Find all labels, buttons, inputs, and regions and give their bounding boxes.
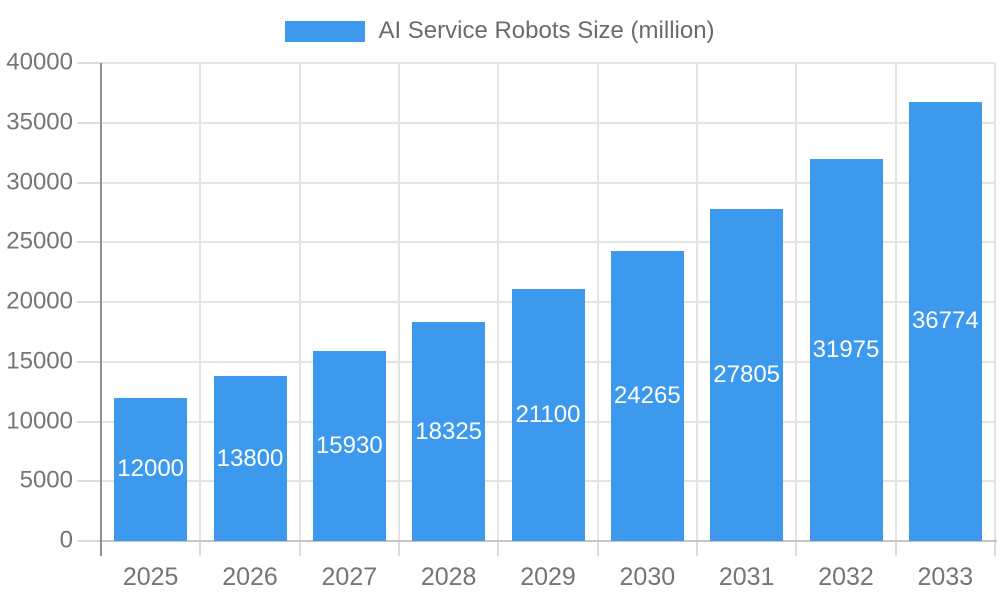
x-axis-label: 2028 [420, 563, 477, 591]
y-axis-tick [77, 121, 101, 124]
y-axis-tick [77, 301, 101, 303]
bar-2025: 12000 [114, 397, 188, 541]
y-axis-label: 5000 [19, 466, 73, 494]
bar-value-label: 21100 [515, 400, 581, 428]
x-axis-tick [795, 541, 798, 556]
x-axis-label: 2031 [718, 563, 775, 591]
x-axis-label: 2027 [321, 563, 378, 591]
bar-2027: 15930 [312, 350, 386, 541]
x-axis-tick [696, 541, 698, 556]
bar-value-label: 15930 [315, 431, 383, 459]
y-axis-label: 35000 [6, 108, 73, 136]
y-axis-label: 25000 [6, 227, 73, 255]
y-gridline [101, 181, 995, 184]
x-gridline [596, 63, 599, 541]
bar-value-label: 13800 [216, 444, 284, 472]
y-axis-tick [77, 62, 101, 64]
legend-item[interactable]: AI Service Robots Size (million) [0, 18, 1000, 44]
y-gridline [101, 121, 995, 124]
x-axis-tick [596, 541, 599, 556]
y-axis-label: 30000 [6, 167, 73, 195]
x-gridline [696, 63, 698, 541]
y-axis-label: 0 [59, 526, 73, 554]
bar-value-label: 12000 [117, 455, 185, 483]
x-gridline [497, 63, 500, 541]
x-axis-tick [894, 541, 897, 556]
x-axis-tick [398, 541, 400, 556]
x-gridline [199, 63, 202, 541]
y-axis-label: 40000 [6, 48, 73, 76]
x-gridline [398, 63, 400, 541]
x-gridline [298, 63, 301, 541]
x-axis-label: 2025 [122, 563, 179, 591]
x-gridline [894, 63, 897, 541]
x-axis-tick [497, 541, 500, 556]
y-gridline [101, 62, 995, 64]
y-axis-label: 15000 [6, 347, 73, 375]
y-axis-label: 20000 [6, 287, 73, 315]
bar-value-label: 27805 [713, 360, 781, 388]
legend-swatch-icon [285, 20, 366, 42]
bar-value-label: 31975 [812, 335, 880, 363]
x-axis-tick [199, 541, 202, 556]
y-axis-label: 10000 [6, 406, 73, 434]
x-axis-tick [298, 541, 301, 556]
bar-value-label: 24265 [613, 382, 681, 410]
y-axis-line [100, 63, 102, 556]
bar-2031: 27805 [710, 208, 784, 541]
x-axis-label: 2033 [917, 563, 974, 591]
x-gridline [795, 63, 798, 541]
bar-2033: 36774 [908, 101, 982, 541]
y-axis-tick [77, 420, 101, 423]
y-axis-tick [77, 360, 101, 363]
x-axis-label: 2032 [818, 563, 874, 591]
bar-2028: 18325 [412, 322, 486, 541]
y-axis-tick [77, 241, 101, 244]
y-axis-tick [77, 181, 101, 184]
y-gridline [101, 241, 995, 244]
y-axis-tick [77, 480, 101, 483]
bar-2029: 21100 [511, 288, 585, 541]
x-axis-label: 2026 [222, 563, 278, 591]
bar-2026: 13800 [213, 376, 287, 541]
y-axis-tick [77, 540, 101, 542]
x-axis-tick [994, 541, 996, 556]
plot-area: 0 5000 10000 15000 20000 25000 30000 35000 40000… [6, 48, 997, 591]
legend-label: AI Service Robots Size (million) [378, 17, 715, 44]
x-axis-label: 2029 [520, 563, 576, 591]
bar-2030: 24265 [610, 251, 684, 541]
bar-value-label: 18325 [415, 417, 483, 445]
x-axis-label: 2030 [619, 563, 676, 591]
bar-2032: 31975 [809, 158, 883, 541]
x-gridline [994, 63, 996, 541]
bar-value-label: 36774 [911, 307, 979, 335]
x-axis-line [99, 540, 997, 542]
